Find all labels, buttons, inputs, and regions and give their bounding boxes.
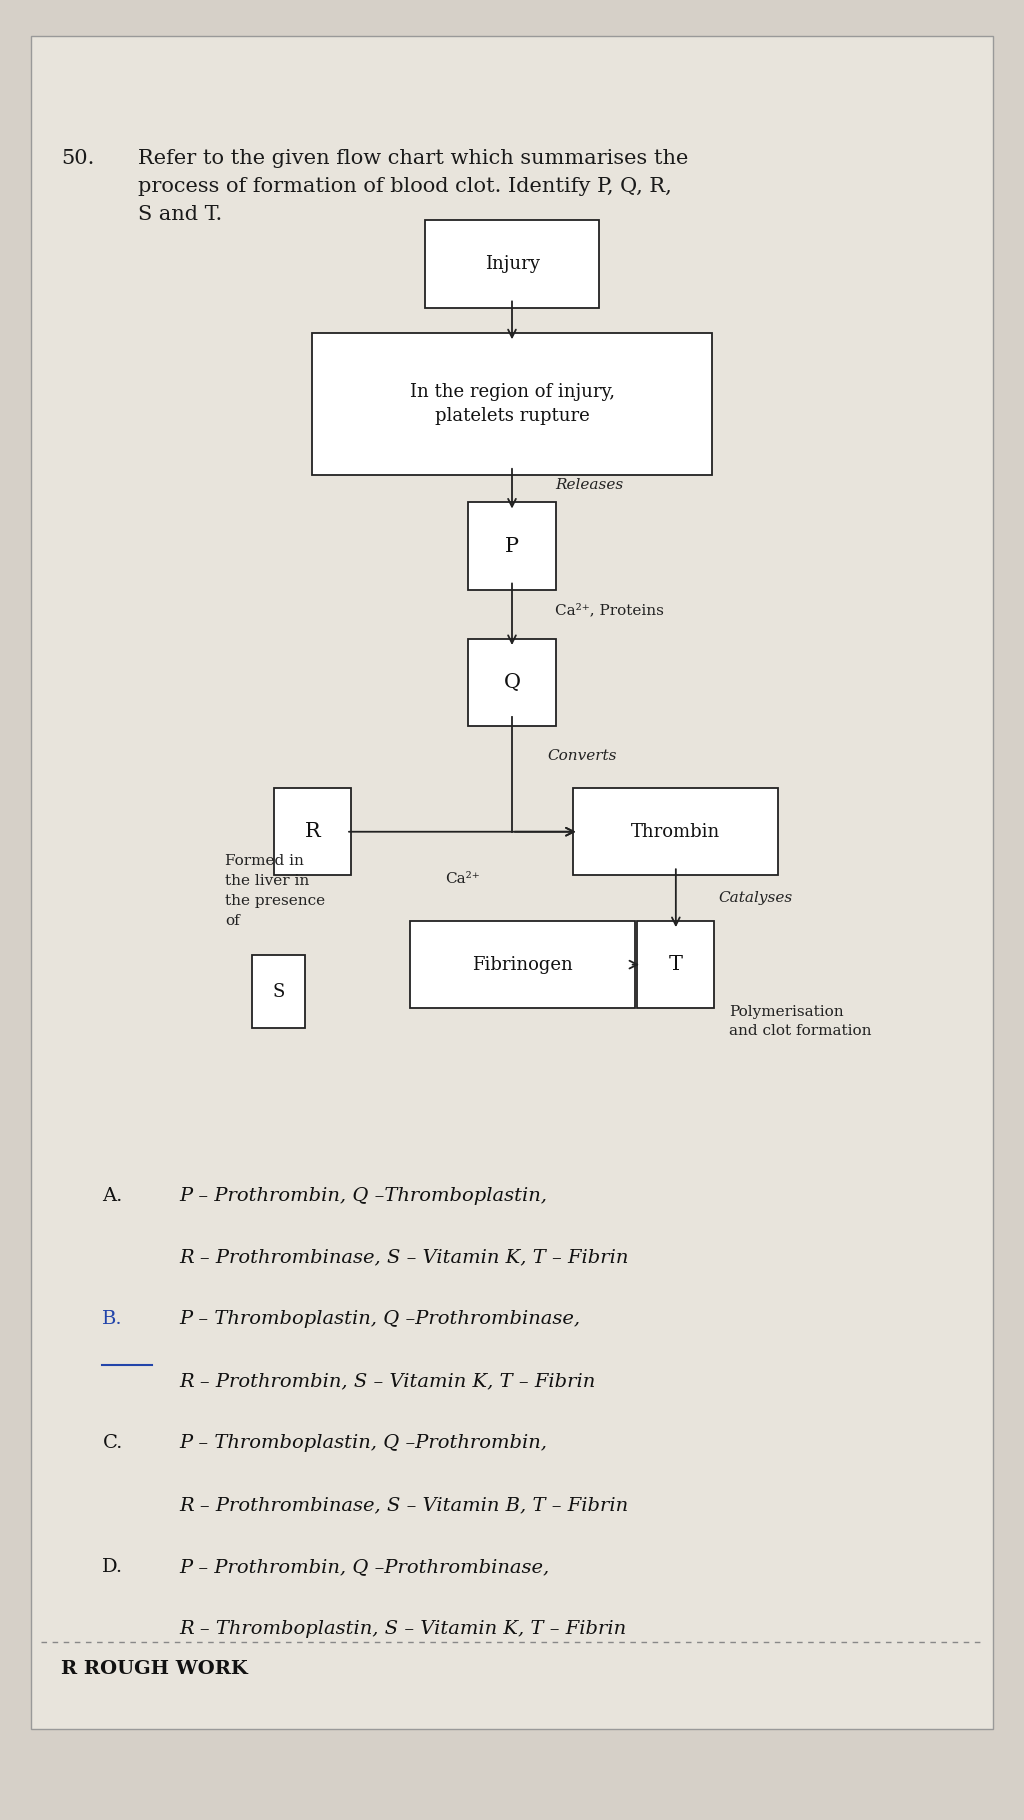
Text: 50.: 50. bbox=[61, 149, 95, 167]
Text: P – Prothrombin, Q –Thromboplastin,: P – Prothrombin, Q –Thromboplastin, bbox=[179, 1187, 547, 1205]
Text: Thrombin: Thrombin bbox=[631, 823, 721, 841]
Text: Converts: Converts bbox=[548, 750, 617, 763]
Text: P – Thromboplastin, Q –Prothrombinase,: P – Thromboplastin, Q –Prothrombinase, bbox=[179, 1310, 581, 1329]
Text: C.: C. bbox=[102, 1434, 123, 1452]
FancyBboxPatch shape bbox=[273, 788, 350, 875]
Text: R – Prothrombinase, S – Vitamin K, T – Fibrin: R – Prothrombinase, S – Vitamin K, T – F… bbox=[179, 1249, 629, 1267]
Text: Ca²⁺, Proteins: Ca²⁺, Proteins bbox=[555, 604, 664, 617]
Text: A.: A. bbox=[102, 1187, 123, 1205]
Text: S: S bbox=[272, 983, 285, 1001]
Text: Refer to the given flow chart which summarises the
process of formation of blood: Refer to the given flow chart which summ… bbox=[138, 149, 688, 224]
Text: P: P bbox=[505, 537, 519, 555]
Text: B.: B. bbox=[102, 1310, 123, 1329]
Text: D.: D. bbox=[102, 1558, 124, 1576]
Text: Releases: Releases bbox=[555, 479, 624, 491]
Text: Ca²⁺: Ca²⁺ bbox=[445, 872, 479, 886]
Text: Formed in
the liver in
the presence
of: Formed in the liver in the presence of bbox=[225, 854, 326, 928]
Text: Fibrinogen: Fibrinogen bbox=[472, 956, 572, 974]
FancyBboxPatch shape bbox=[410, 921, 635, 1008]
FancyBboxPatch shape bbox=[469, 502, 555, 590]
Text: Catalyses: Catalyses bbox=[719, 892, 794, 905]
FancyBboxPatch shape bbox=[252, 956, 305, 1028]
FancyBboxPatch shape bbox=[637, 921, 715, 1008]
FancyBboxPatch shape bbox=[573, 788, 778, 875]
FancyBboxPatch shape bbox=[312, 333, 712, 475]
Text: T: T bbox=[669, 956, 683, 974]
Text: Q: Q bbox=[504, 673, 520, 692]
Text: R – Prothrombinase, S – Vitamin B, T – Fibrin: R – Prothrombinase, S – Vitamin B, T – F… bbox=[179, 1496, 629, 1514]
Text: R – Prothrombin, S – Vitamin K, T – Fibrin: R – Prothrombin, S – Vitamin K, T – Fibr… bbox=[179, 1372, 595, 1390]
Text: P – Thromboplastin, Q –Prothrombin,: P – Thromboplastin, Q –Prothrombin, bbox=[179, 1434, 547, 1452]
FancyBboxPatch shape bbox=[31, 36, 993, 1729]
FancyBboxPatch shape bbox=[425, 220, 599, 308]
Text: R – Thromboplastin, S – Vitamin K, T – Fibrin: R – Thromboplastin, S – Vitamin K, T – F… bbox=[179, 1620, 627, 1638]
Text: Polymerisation
and clot formation: Polymerisation and clot formation bbox=[729, 1005, 871, 1037]
FancyBboxPatch shape bbox=[469, 639, 555, 726]
Text: Injury: Injury bbox=[484, 255, 540, 273]
Text: R: R bbox=[304, 823, 321, 841]
Text: In the region of injury,
platelets rupture: In the region of injury, platelets ruptu… bbox=[410, 384, 614, 424]
Text: P – Prothrombin, Q –Prothrombinase,: P – Prothrombin, Q –Prothrombinase, bbox=[179, 1558, 550, 1576]
Text: R ROUGH WORK: R ROUGH WORK bbox=[61, 1660, 248, 1678]
